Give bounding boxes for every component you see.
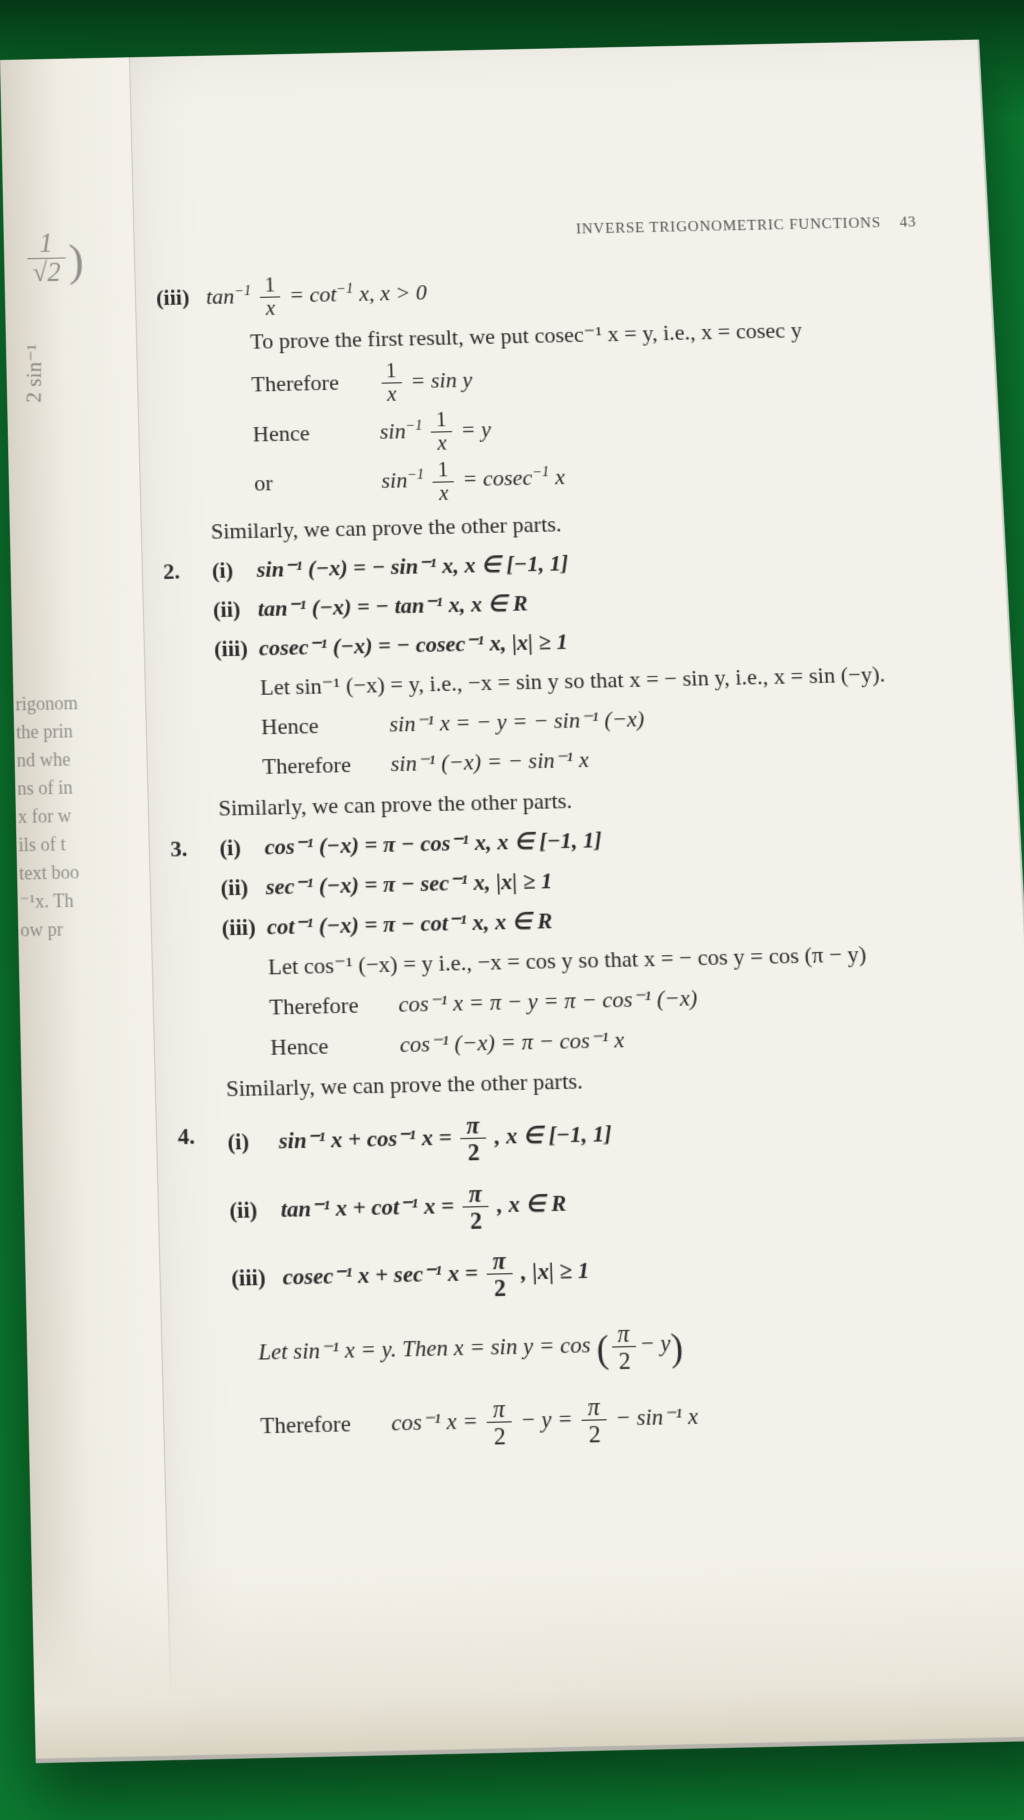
text: cos⁻¹ x = bbox=[391, 1407, 479, 1436]
gutter-fragment: 2 sin⁻¹ bbox=[21, 344, 47, 403]
math-line: Let sin⁻¹ x = y. Then x = sin y = cos (π… bbox=[258, 1329, 683, 1365]
sub-label: (i) bbox=[227, 1123, 274, 1160]
text: Let sin⁻¹ x = y. Then x = sin y = cos bbox=[258, 1331, 591, 1365]
item-4-i: 4.(i) sin⁻¹ x + cos⁻¹ x = π2 , x ∈ [−1, … bbox=[177, 1102, 962, 1172]
text: − y bbox=[639, 1329, 671, 1357]
text: tan⁻¹ x + cot⁻¹ x = bbox=[280, 1191, 454, 1222]
item-4-iii: (iii) cosec⁻¹ x + sec⁻¹ x = π2 , |x| ≥ 1 bbox=[231, 1238, 970, 1307]
math-line: sin−1 1x = cosec−1 x bbox=[381, 464, 565, 493]
math-line: sin⁻¹ (−x) = − sin⁻¹ x bbox=[390, 747, 589, 777]
math-line: sec⁻¹ (−x) = π − sec⁻¹ x, |x| ≥ 1 bbox=[265, 867, 552, 899]
math-line: cos⁻¹ x = π2 − y = π2 − sin⁻¹ x bbox=[391, 1402, 699, 1436]
item-4-ii: (ii) tan⁻¹ x + cot⁻¹ x = π2 , x ∈ R bbox=[229, 1170, 966, 1239]
proof-line: Let sin⁻¹ x = y. Then x = sin y = cos (π… bbox=[258, 1312, 974, 1381]
math-line: sin⁻¹ x + cos⁻¹ x = π2 , x ∈ [−1, 1] bbox=[278, 1120, 612, 1154]
paren: ) bbox=[68, 235, 84, 286]
math-line: cos⁻¹ (−x) = π − cos⁻¹ x, x ∈ [−1, 1] bbox=[264, 826, 602, 859]
frac-den: 2 bbox=[461, 1139, 487, 1165]
text: , |x| ≥ 1 bbox=[520, 1256, 589, 1284]
sub-label: (i) bbox=[219, 829, 265, 866]
sub-label: (iii) bbox=[231, 1259, 278, 1297]
keyword: Therefore bbox=[260, 1404, 386, 1444]
text: − y = bbox=[520, 1405, 574, 1433]
edge-line: ns of in bbox=[17, 773, 110, 803]
frac-den: 2 bbox=[612, 1347, 638, 1374]
math-line: sin⁻¹ (−x) = − sin⁻¹ x, x ∈ [−1, 1] bbox=[256, 550, 568, 582]
page-number: 43 bbox=[899, 214, 916, 230]
edge-line: nd whe bbox=[16, 745, 109, 775]
frac-den: 2 bbox=[487, 1423, 513, 1450]
edge-line: ⁻¹x. Th bbox=[19, 886, 112, 916]
previous-page-edge-text: rigonom the prin nd whe ns of in x for w… bbox=[15, 689, 113, 945]
edge-line: x for w bbox=[18, 801, 111, 831]
book-page: 1√2) 2 sin⁻¹ rigonom the prin nd whe ns … bbox=[0, 40, 1024, 1764]
sub-label: (iii) bbox=[221, 909, 267, 946]
math-line: tan⁻¹ x + cot⁻¹ x = π2 , x ∈ R bbox=[280, 1189, 566, 1222]
frac-den: 2 bbox=[463, 1207, 489, 1234]
edge-line: the prin bbox=[16, 717, 109, 747]
text: cosec⁻¹ x + sec⁻¹ x = bbox=[282, 1259, 478, 1290]
page-content: INVERSE TRIGONOMETRIC FUNCTIONS 43 (iii)… bbox=[154, 211, 977, 1460]
frac-num: π bbox=[486, 1395, 512, 1423]
proof-line: Therefore cos⁻¹ x = π2 − y = π2 − sin⁻¹ … bbox=[260, 1385, 977, 1454]
math-line: cosec⁻¹ (−x) = − cosec⁻¹ x, |x| ≥ 1 bbox=[259, 628, 569, 660]
math-line: sin−1 1x = y bbox=[379, 416, 491, 444]
math-line: cos⁻¹ (−x) = π − cos⁻¹ x bbox=[399, 1026, 624, 1057]
keyword: Therefore bbox=[251, 364, 373, 401]
edge-line: rigonom bbox=[15, 689, 107, 719]
frac-den: 2 bbox=[487, 1275, 513, 1302]
running-head: INVERSE TRIGONOMETRIC FUNCTIONS 43 bbox=[154, 211, 917, 250]
math-line: cosec⁻¹ x + sec⁻¹ x = π2 , |x| ≥ 1 bbox=[282, 1256, 589, 1290]
sub-label: (iii) bbox=[156, 280, 201, 315]
keyword: Therefore bbox=[262, 747, 386, 785]
list-number: 4. bbox=[177, 1118, 228, 1155]
sub-label: (i) bbox=[212, 552, 258, 588]
math-line: tan⁻¹ (−x) = − tan⁻¹ x, x ∈ R bbox=[257, 590, 528, 622]
keyword: Therefore bbox=[269, 986, 394, 1025]
prev-page-corner-fraction: 1√2) bbox=[24, 229, 84, 288]
text: , x ∈ [−1, 1] bbox=[494, 1120, 612, 1149]
math-line: 1x = sin y bbox=[378, 366, 473, 393]
math-line: cot⁻¹ (−x) = π − cot⁻¹ x, x ∈ R bbox=[267, 907, 553, 939]
sub-label: (ii) bbox=[213, 591, 259, 627]
text: sin⁻¹ x + cos⁻¹ x = bbox=[278, 1123, 452, 1153]
math-line: cos⁻¹ x = π − y = π − cos⁻¹ (−x) bbox=[398, 984, 698, 1017]
frac-num: π bbox=[611, 1320, 637, 1348]
frac-den: 2 bbox=[582, 1421, 608, 1448]
edge-line: text boo bbox=[19, 858, 112, 888]
sub-label: (ii) bbox=[220, 869, 266, 906]
text: , x ∈ R bbox=[497, 1189, 567, 1217]
edge-line: ow pr bbox=[20, 914, 113, 944]
frac-num: π bbox=[486, 1248, 512, 1276]
frac-num: π bbox=[581, 1393, 607, 1421]
sub-label: (iii) bbox=[214, 631, 260, 667]
edge-line: ils of t bbox=[18, 829, 111, 859]
keyword: Hence bbox=[261, 707, 385, 745]
running-title: INVERSE TRIGONOMETRIC FUNCTIONS bbox=[576, 215, 882, 238]
list-number: 2. bbox=[163, 553, 213, 589]
frac-num: 1 bbox=[27, 229, 66, 259]
keyword: or bbox=[254, 464, 377, 501]
sub-label: (ii) bbox=[229, 1191, 276, 1229]
text: − sin⁻¹ x bbox=[615, 1402, 699, 1431]
keyword: Hence bbox=[252, 414, 374, 451]
frac-den: √2 bbox=[27, 258, 66, 287]
math-line: sin⁻¹ x = − y = − sin⁻¹ (−x) bbox=[389, 706, 645, 737]
keyword: Hence bbox=[270, 1027, 395, 1066]
math-line: tan−1 1x = cot−1 x, x > 0 bbox=[206, 279, 428, 309]
page-bottom-shadow bbox=[32, 1549, 1024, 1759]
frac-num: π bbox=[460, 1112, 486, 1139]
list-number: 3. bbox=[170, 830, 220, 867]
frac-num: π bbox=[462, 1180, 488, 1208]
